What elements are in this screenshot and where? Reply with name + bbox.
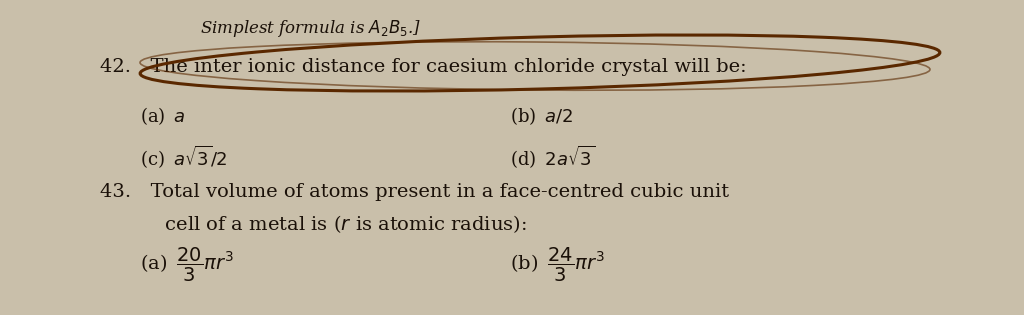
Text: Simplest formula is $A_2B_5$.]: Simplest formula is $A_2B_5$.]	[200, 18, 421, 39]
Text: 42. The inter ionic distance for caesium chloride crystal will be:: 42. The inter ionic distance for caesium…	[100, 58, 746, 76]
Text: 43. Total volume of atoms present in a face-centred cubic unit: 43. Total volume of atoms present in a f…	[100, 183, 729, 201]
Text: (a) $\dfrac{20}{3}\pi r^3$: (a) $\dfrac{20}{3}\pi r^3$	[140, 246, 234, 284]
Text: (a) $a$: (a) $a$	[140, 105, 185, 127]
Text: (d) $2a\sqrt{3}$: (d) $2a\sqrt{3}$	[510, 143, 595, 170]
Text: cell of a metal is ($r$ is atomic radius):: cell of a metal is ($r$ is atomic radius…	[100, 213, 526, 235]
Text: (b) $a/2$: (b) $a/2$	[510, 105, 572, 127]
Text: (b) $\dfrac{24}{3}\pi r^3$: (b) $\dfrac{24}{3}\pi r^3$	[510, 246, 605, 284]
Text: (c) $a\sqrt{3}/2$: (c) $a\sqrt{3}/2$	[140, 143, 227, 170]
